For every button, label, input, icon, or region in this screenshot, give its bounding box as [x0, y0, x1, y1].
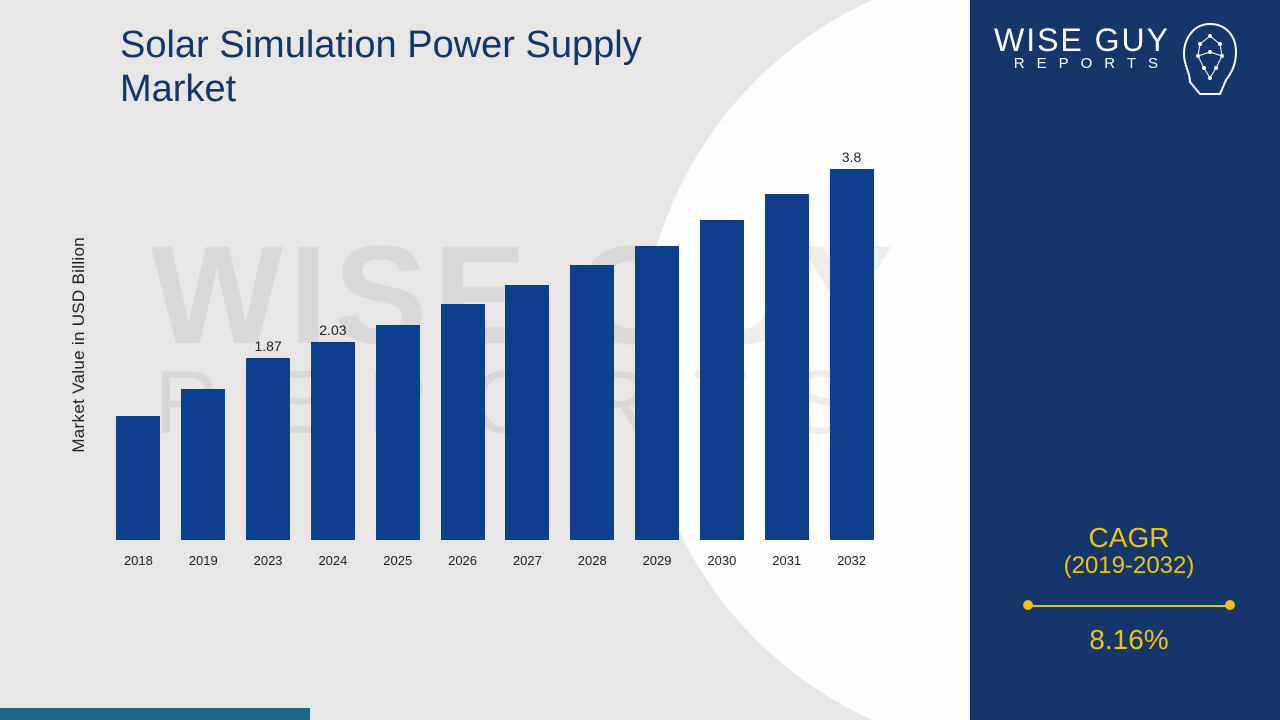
bar: [830, 169, 874, 540]
bar: [246, 358, 290, 540]
bar: [570, 265, 614, 540]
bar-value-label: 2.03: [319, 322, 346, 338]
bar: [116, 416, 160, 540]
infographic-canvas: WISE GUY REPORTS Solar Simulation Power …: [0, 0, 1280, 720]
x-tick-label: 2025: [365, 553, 430, 568]
bar: [700, 220, 744, 540]
cagr-value: 8.16%: [1014, 624, 1244, 656]
bar-column: [754, 150, 819, 540]
bar: [376, 325, 420, 540]
x-tick-label: 2032: [819, 553, 884, 568]
bar: [181, 389, 225, 540]
brand-head-icon: [1180, 22, 1240, 100]
bar-column: [625, 150, 690, 540]
bar: [635, 246, 679, 540]
x-tick-label: 2027: [495, 553, 560, 568]
bar-value-label: 1.87: [254, 338, 281, 354]
cagr-divider: [1028, 594, 1230, 616]
bar: [311, 342, 355, 540]
bar: [765, 194, 809, 540]
bar-column: [106, 150, 171, 540]
bar-column: [365, 150, 430, 540]
bar-column: [495, 150, 560, 540]
x-tick-label: 2031: [754, 553, 819, 568]
x-tick-label: 2028: [560, 553, 625, 568]
x-axis-labels: 2018201920232024202520262027202820292030…: [100, 553, 890, 568]
cagr-period: (2019-2032): [1014, 552, 1244, 580]
x-tick-label: 2018: [106, 553, 171, 568]
chart-title: Solar Simulation Power Supply Market: [120, 24, 740, 111]
bar-value-label: 3.8: [842, 149, 861, 165]
brand-logo-line2: REPORTS: [994, 55, 1170, 72]
bar: [441, 304, 485, 540]
x-tick-label: 2026: [430, 553, 495, 568]
brand-logo-line1: WISE GUY: [994, 22, 1170, 59]
bar-column: [689, 150, 754, 540]
bar-column: 1.87: [236, 150, 301, 540]
bar: [505, 285, 549, 540]
bar-column: [171, 150, 236, 540]
y-axis-label-container: Market Value in USD Billion: [64, 150, 94, 540]
cagr-callout: CAGR (2019-2032) 8.16%: [1014, 522, 1244, 656]
x-tick-label: 2023: [236, 553, 301, 568]
brand-logo: WISE GUY REPORTS: [970, 22, 1240, 112]
x-tick-label: 2029: [625, 553, 690, 568]
bar-column: [560, 150, 625, 540]
y-axis-label: Market Value in USD Billion: [69, 237, 89, 453]
dot-icon: [1225, 600, 1235, 610]
cagr-title: CAGR: [1014, 522, 1244, 554]
dot-icon: [1023, 600, 1033, 610]
plot-area: 1.87 2.03 3.8: [100, 150, 890, 540]
bar-column: [430, 150, 495, 540]
x-tick-label: 2030: [689, 553, 754, 568]
bars-container: 1.87 2.03 3.8: [100, 150, 890, 540]
bar-chart: Market Value in USD Billion 1.872.033.8 …: [60, 150, 890, 580]
x-tick-label: 2019: [171, 553, 236, 568]
bar-column: 3.8: [819, 150, 884, 540]
bar-column: 2.03: [300, 150, 365, 540]
x-tick-label: 2024: [300, 553, 365, 568]
footer-accent-bar: [0, 708, 310, 720]
brand-logo-text: WISE GUY REPORTS: [994, 22, 1170, 72]
